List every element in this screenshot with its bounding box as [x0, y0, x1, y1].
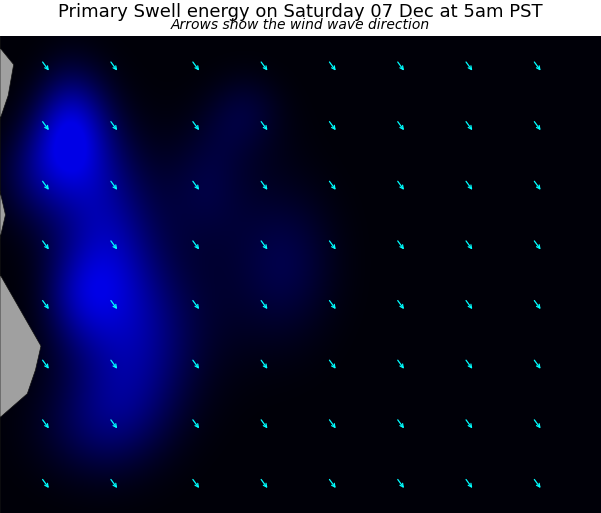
- Polygon shape: [0, 36, 41, 513]
- Text: Arrows show the wind wave direction: Arrows show the wind wave direction: [171, 18, 430, 32]
- Text: Primary Swell energy on Saturday 07 Dec at 5am PST: Primary Swell energy on Saturday 07 Dec …: [58, 3, 543, 21]
